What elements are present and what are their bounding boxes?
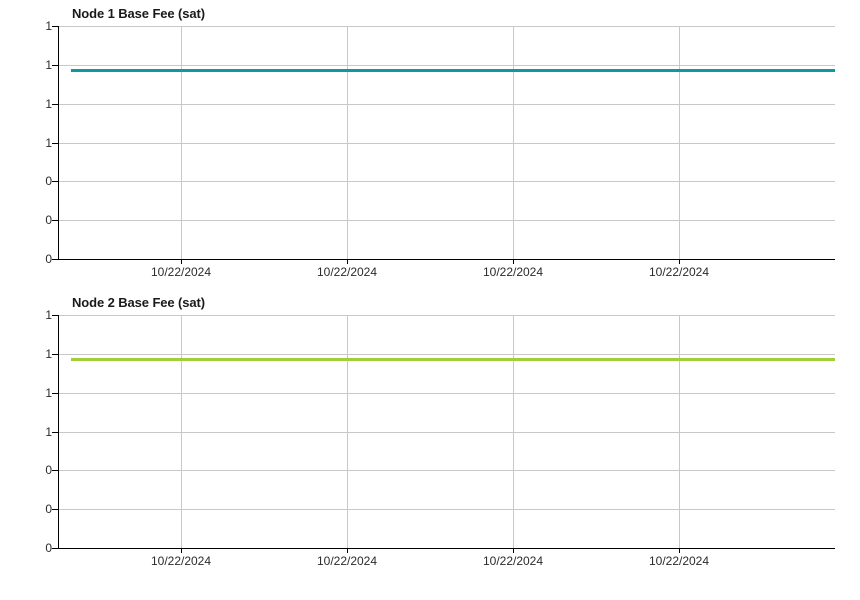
plot-area [58, 315, 835, 548]
y-tick-labels: 1 1 1 1 0 0 0 [0, 289, 52, 569]
series-line-node-1 [71, 69, 835, 72]
y-tick-mark [52, 181, 58, 183]
x-tick-mark [347, 259, 348, 264]
y-tick-mark [52, 142, 58, 144]
x-tick-mark [347, 548, 348, 553]
gridline-horizontal [58, 64, 835, 66]
gridline-horizontal [58, 103, 835, 105]
y-tick-label: 1 [45, 385, 52, 400]
y-tick-label: 1 [45, 424, 52, 439]
x-tick-label: 10/22/2024 [648, 554, 710, 568]
x-tick-label: 10/22/2024 [482, 554, 544, 568]
plot-area [58, 26, 835, 259]
gridline-horizontal [58, 181, 835, 183]
y-tick-mark [52, 548, 58, 549]
series-line-node-2 [71, 358, 835, 361]
y-tick-label: 0 [45, 463, 52, 478]
gridline-vertical [679, 26, 680, 259]
x-tick-mark [181, 548, 182, 553]
y-tick-label: 0 [45, 541, 52, 555]
y-tick-mark [52, 26, 58, 27]
y-tick-mark [52, 64, 58, 66]
y-tick-label: 1 [45, 57, 52, 72]
y-tick-mark [52, 220, 58, 222]
chart-panel-node-2: Node 2 Base Fee (sat) 1 1 1 1 [0, 289, 860, 584]
y-axis-line [58, 315, 59, 549]
y-tick-label: 1 [45, 19, 52, 33]
y-tick-mark [52, 470, 58, 472]
gridline-vertical [679, 315, 680, 548]
gridline-horizontal [58, 470, 835, 472]
y-tick-mark [52, 103, 58, 105]
y-tick-mark [52, 353, 58, 355]
y-tick-label: 1 [45, 308, 52, 322]
x-tick-mark [513, 548, 514, 553]
gridline-horizontal [58, 431, 835, 433]
chart-title: Node 1 Base Fee (sat) [72, 6, 206, 21]
x-axis-line [58, 548, 835, 549]
gridline-vertical [513, 315, 514, 548]
gridline-vertical [347, 26, 348, 259]
gridline-vertical [181, 26, 182, 259]
x-tick-mark [513, 259, 514, 264]
chart-panel-node-1: Node 1 Base Fee (sat) [0, 0, 860, 295]
x-tick-label: 10/22/2024 [150, 265, 212, 279]
y-tick-mark [52, 392, 58, 394]
x-tick-label: 10/22/2024 [316, 554, 378, 568]
y-tick-label: 1 [45, 135, 52, 150]
x-tick-label: 10/22/2024 [316, 265, 378, 279]
gridline-vertical [347, 315, 348, 548]
gridline-horizontal [58, 142, 835, 144]
gridline-horizontal [58, 509, 835, 511]
y-tick-mark [52, 259, 58, 260]
y-axis-line [58, 26, 59, 260]
y-tick-mark [52, 315, 58, 316]
x-tick-label: 10/22/2024 [648, 265, 710, 279]
y-tick-label: 0 [45, 213, 52, 228]
y-tick-mark [52, 431, 58, 433]
y-tick-label: 0 [45, 252, 52, 266]
gridline-horizontal [58, 220, 835, 222]
x-tick-label: 10/22/2024 [482, 265, 544, 279]
y-tick-mark [52, 509, 58, 511]
chart-title: Node 2 Base Fee (sat) [72, 295, 206, 310]
gridline-horizontal [58, 392, 835, 394]
x-tick-mark [679, 548, 680, 553]
y-tick-label: 1 [45, 96, 52, 111]
y-tick-label: 0 [45, 502, 52, 517]
gridline-horizontal [58, 315, 835, 316]
y-tick-label: 0 [45, 174, 52, 189]
y-tick-label: 1 [45, 346, 52, 361]
y-tick-labels: 1 1 1 1 0 0 0 [0, 0, 52, 280]
x-tick-label: 10/22/2024 [150, 554, 212, 568]
gridline-vertical [181, 315, 182, 548]
gridline-horizontal [58, 26, 835, 27]
x-axis-line [58, 259, 835, 260]
gridline-vertical [513, 26, 514, 259]
gridline-horizontal [58, 353, 835, 355]
x-tick-mark [181, 259, 182, 264]
x-tick-mark [679, 259, 680, 264]
